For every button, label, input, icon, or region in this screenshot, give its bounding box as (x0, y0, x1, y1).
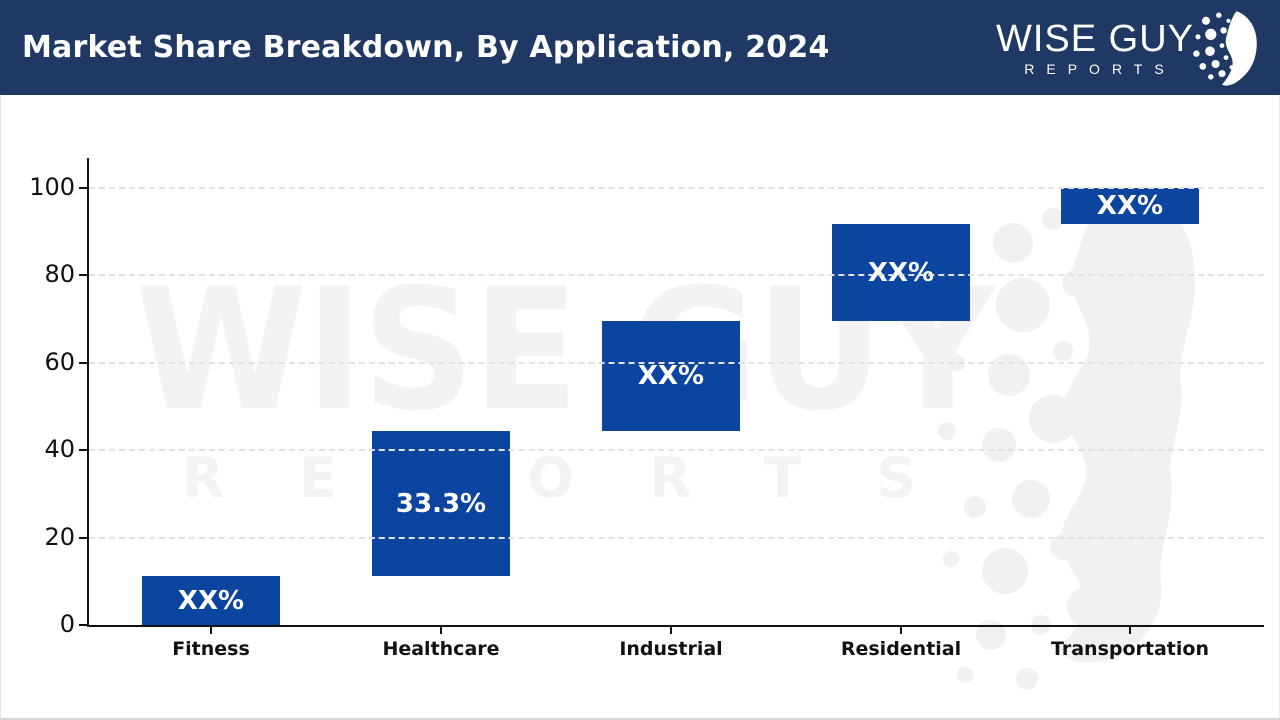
y-tick-mark (79, 624, 87, 626)
y-tick-label: 40 (44, 435, 75, 463)
wiseguy-logo: WISE GUY REPORTS (996, 7, 1262, 89)
logo-subtext: REPORTS (1024, 60, 1176, 77)
x-tick-mark (210, 627, 212, 634)
gridline (89, 274, 1264, 276)
bar-segment: 33.3% (372, 430, 510, 577)
gridline (89, 186, 1264, 189)
bar-value-label: XX% (637, 361, 705, 392)
x-tick-label: Residential (840, 638, 962, 660)
x-tick-label: Healthcare (382, 638, 500, 660)
x-axis-line (87, 625, 1264, 627)
y-tick-mark (79, 361, 87, 364)
y-tick-label: 0 (59, 610, 75, 638)
watermark-subtext: REPORTS (182, 446, 991, 510)
y-tick-mark (79, 186, 87, 189)
y-tick-mark (79, 536, 87, 539)
x-tick-mark (900, 627, 902, 634)
bar-segment: XX% (1061, 187, 1199, 224)
y-tick-mark (79, 449, 87, 451)
x-tick-label: Transportation (1050, 638, 1209, 660)
gridline (89, 536, 1264, 539)
y-tick-mark (79, 274, 87, 276)
y-tick-label: 100 (29, 172, 75, 201)
bar-value-label: XX% (867, 257, 935, 288)
y-tick-label: 80 (44, 260, 75, 288)
logo-text: WISE GUY REPORTS (996, 20, 1194, 76)
x-tick-label: Fitness (172, 638, 250, 660)
bar-value-label: XX% (1096, 190, 1164, 221)
x-tick-mark (1129, 627, 1131, 634)
bar-segment: XX% (602, 321, 740, 431)
y-tick-label: 20 (44, 522, 75, 551)
x-tick-mark (670, 627, 672, 634)
logo-face-icon (1193, 10, 1257, 86)
bar-segment: XX% (832, 223, 970, 322)
header-bar: Market Share Breakdown, By Application, … (0, 0, 1280, 95)
bar-value-label: 33.3% (395, 488, 487, 519)
logo-wordmark: WISE GUY (995, 17, 1194, 60)
bar-value-label: XX% (177, 585, 245, 616)
gridline (89, 361, 1264, 364)
watermark-face-graphic (938, 193, 1196, 690)
x-tick-label: Industrial (619, 638, 723, 660)
y-tick-label: 60 (44, 347, 75, 376)
bar-segment: XX% (142, 576, 280, 625)
gridline (89, 449, 1264, 451)
chart-title: Market Share Breakdown, By Application, … (22, 30, 830, 65)
y-axis-line (87, 158, 89, 627)
x-tick-mark (440, 627, 442, 634)
